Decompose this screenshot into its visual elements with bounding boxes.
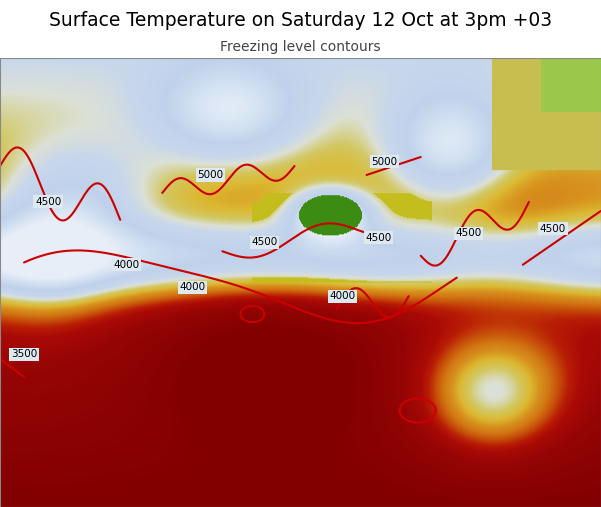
Text: 4000: 4000 [179, 282, 206, 292]
Text: 3500: 3500 [11, 349, 37, 359]
Text: 4500: 4500 [456, 228, 482, 238]
Text: 4500: 4500 [365, 233, 392, 243]
Text: 4000: 4000 [329, 291, 356, 301]
Text: 5000: 5000 [197, 170, 224, 180]
Text: 4500: 4500 [35, 197, 61, 207]
Text: 5000: 5000 [371, 157, 398, 166]
Text: 4500: 4500 [540, 224, 566, 234]
Text: 4500: 4500 [251, 237, 278, 247]
Text: 4000: 4000 [113, 260, 139, 270]
Text: Freezing level contours: Freezing level contours [220, 40, 381, 54]
Text: Surface Temperature on Saturday 12 Oct at 3pm +03: Surface Temperature on Saturday 12 Oct a… [49, 11, 552, 30]
